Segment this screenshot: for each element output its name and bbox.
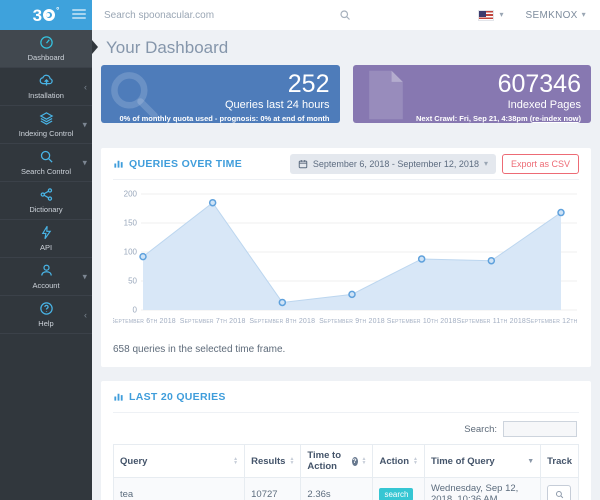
user-icon xyxy=(39,263,54,278)
sidebar-item-search-control[interactable]: Search Control ▾ xyxy=(0,144,92,182)
question-circle-icon xyxy=(39,301,54,316)
export-csv-button[interactable]: Export as CSV xyxy=(501,153,579,174)
panel-title: QUERIES OVER TIME xyxy=(129,157,243,170)
indexed-pages-value: 607346 xyxy=(497,70,581,98)
column-header-query[interactable]: Query ▲ ▼ xyxy=(112,444,246,478)
cloud-upload-icon xyxy=(39,73,54,88)
chevron-down-icon: ▾ xyxy=(581,10,586,19)
file-watermark-icon xyxy=(357,67,415,123)
top-bar: 3 ° ▾ SEMKNOX ▾ xyxy=(0,0,600,30)
action-badge: search xyxy=(379,487,414,500)
language-flag-us-icon[interactable] xyxy=(477,9,494,21)
last-20-queries-panel: LAST 20 QUERIES Search: Query ▲ ▼ Results… xyxy=(101,381,591,500)
sort-icon: ▲ ▼ xyxy=(413,455,418,466)
queries-over-time-panel: QUERIES OVER TIME September 6, 2018 - Se… xyxy=(101,148,591,367)
sort-desc-icon: ▼ xyxy=(527,457,535,465)
search-icon xyxy=(39,149,54,164)
menu-toggle-icon[interactable] xyxy=(72,9,86,21)
sort-icon: ▲ ▼ xyxy=(361,455,367,466)
sidebar-item-dictionary[interactable]: Dictionary xyxy=(0,182,92,220)
chart-summary: 658 queries in the selected time frame. xyxy=(113,344,286,355)
logo-text: 3 xyxy=(32,5,43,25)
gauge-icon xyxy=(39,35,54,50)
svg-text:September 9th 2018: September 9th 2018 xyxy=(319,318,385,325)
sort-icon: ▲ ▼ xyxy=(289,455,295,466)
queries-24h-value: 252 xyxy=(287,70,330,98)
sidebar-arrow-notch xyxy=(92,40,98,54)
re-index-now-link[interactable]: re-index now xyxy=(532,113,579,123)
layers-icon xyxy=(39,111,54,126)
sidebar-item-help[interactable]: Help ‹ xyxy=(0,296,92,334)
table-search-input[interactable] xyxy=(503,421,577,437)
bolt-icon xyxy=(39,225,54,240)
sidebar-item-api[interactable]: API xyxy=(0,220,92,258)
next-crawl-note: Next Crawl: Fri, Sep 21, 4:38pm (re-inde… xyxy=(415,113,581,123)
bar-chart-icon xyxy=(113,391,124,402)
svg-text:50: 50 xyxy=(128,277,137,286)
sidebar-item-installation[interactable]: Installation ‹ xyxy=(0,68,92,106)
panel-title: LAST 20 QUERIES xyxy=(129,390,226,403)
track-cell xyxy=(540,477,579,500)
indexed-pages-label: Indexed Pages xyxy=(507,98,581,111)
chevron-down-icon: ▾ xyxy=(499,10,504,19)
logo-block: 3 ° xyxy=(0,0,92,30)
svg-text:200: 200 xyxy=(124,190,138,199)
sidebar-item-indexing-control[interactable]: Indexing Control ▾ xyxy=(0,106,92,144)
time-of-query-cell: Wednesday, Sep 12, 2018, 10:36 AM xyxy=(423,477,542,500)
track-query-button[interactable] xyxy=(547,485,572,500)
help-circle-icon[interactable]: ? xyxy=(351,456,358,466)
svg-text:September 12th 2018: September 12th 2018 xyxy=(526,318,579,325)
column-header-track: Track xyxy=(540,444,579,478)
date-range-button[interactable]: September 6, 2018 - September 12, 2018 ▾ xyxy=(289,153,496,174)
column-header-action[interactable]: Action ▲ ▼ xyxy=(372,444,425,478)
column-header-time-to-action[interactable]: Time to Action ? ▲ ▼ xyxy=(300,444,374,478)
table-search-label: Search: xyxy=(464,423,497,435)
last-queries-table: Query ▲ ▼ Results ▲ ▼ Time to Action ? ▲ ▼ … xyxy=(112,444,579,500)
queries-over-time-chart[interactable]: 0 50 100 150 200 September 6th 2018 September … xyxy=(113,186,579,336)
chevron-down-icon: ▾ xyxy=(483,158,488,168)
svg-text:September 8th 2018: September 8th 2018 xyxy=(249,318,315,325)
sidebar: Dashboard Installation ‹ Indexing Contro… xyxy=(0,30,92,500)
column-header-results[interactable]: Results ▲ ▼ xyxy=(244,444,302,478)
logo-360-icon: 3 ° xyxy=(32,5,60,25)
column-header-time-of-query[interactable]: Time of Query ▼ xyxy=(423,444,542,478)
sort-icon: ▲ ▼ xyxy=(233,455,239,466)
queries-24h-label: Queries last 24 hours xyxy=(224,98,330,111)
table-row: tea 10727 2.36s search Wednesday, Sep 12… xyxy=(112,477,579,500)
account-dropdown[interactable]: SEMKNOX ▾ xyxy=(525,9,586,21)
svg-text:150: 150 xyxy=(124,219,138,228)
query-cell: tea xyxy=(112,477,246,500)
queries-stat-card: 252 Queries last 24 hours 0% of monthly … xyxy=(101,65,340,123)
svg-text:September 6th 2018: September 6th 2018 xyxy=(113,318,176,325)
magnifier-watermark-icon xyxy=(105,67,163,123)
svg-text:September 11th 2018: September 11th 2018 xyxy=(457,318,526,325)
search-icon[interactable] xyxy=(339,9,351,21)
svg-text:0: 0 xyxy=(133,306,138,315)
share-nodes-icon xyxy=(39,187,54,202)
svg-text:September 10th 2018: September 10th 2018 xyxy=(387,318,457,325)
main-content: Your Dashboard 252 Queries last 24 hours… xyxy=(92,30,600,500)
sidebar-item-dashboard[interactable]: Dashboard xyxy=(0,30,92,68)
page-title: Your Dashboard xyxy=(106,37,229,57)
logo-circle-icon xyxy=(43,8,56,21)
calendar-icon xyxy=(298,159,308,169)
results-cell: 10727 xyxy=(244,477,302,500)
svg-text:September 7th 2018: September 7th 2018 xyxy=(180,318,246,325)
quota-note: 0% of monthly quota used - prognosis: 0%… xyxy=(119,113,330,123)
bar-chart-icon xyxy=(113,158,124,169)
sidebar-item-account[interactable]: Account ▾ xyxy=(0,258,92,296)
time-to-action-cell: 2.36s xyxy=(300,477,374,500)
indexed-pages-stat-card: 607346 Indexed Pages Next Crawl: Fri, Se… xyxy=(352,65,591,123)
action-cell: search xyxy=(372,477,425,500)
site-search-input[interactable] xyxy=(104,9,339,21)
svg-text:100: 100 xyxy=(124,248,138,257)
